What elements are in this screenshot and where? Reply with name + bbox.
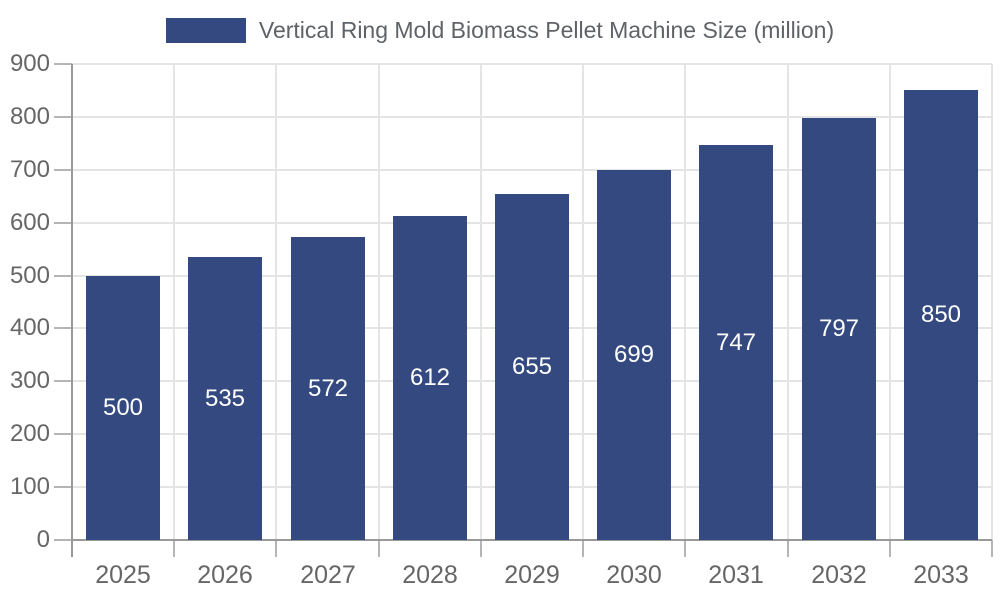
x-tick-label: 2029 <box>504 561 560 589</box>
x-tick-mark <box>480 540 482 557</box>
bar[interactable] <box>699 145 773 540</box>
gridline-v <box>480 64 482 540</box>
x-tick-label: 2027 <box>300 561 356 589</box>
y-tick-label: 900 <box>9 50 50 77</box>
bar[interactable] <box>904 90 978 540</box>
bar-value-label: 655 <box>511 353 553 380</box>
bar[interactable] <box>393 216 467 540</box>
y-tick-label: 400 <box>9 314 50 341</box>
bar-value-label: 747 <box>715 329 757 356</box>
y-tick-label: 800 <box>9 103 50 130</box>
x-tick-label: 2028 <box>402 561 458 589</box>
y-tick-label: 700 <box>9 156 50 183</box>
x-tick-mark <box>991 540 993 557</box>
y-tick-mark <box>54 327 72 329</box>
x-tick-label: 2025 <box>95 561 151 589</box>
y-tick-label: 500 <box>9 262 50 289</box>
y-tick-mark <box>54 63 72 65</box>
gridline-v <box>275 64 277 540</box>
gridline-v <box>684 64 686 540</box>
legend-swatch <box>165 17 246 43</box>
x-tick-mark <box>582 540 584 557</box>
gridline-h <box>72 63 992 65</box>
bar-value-label: 797 <box>818 315 860 342</box>
bar-value-label: 535 <box>204 385 246 412</box>
y-tick-mark <box>54 222 72 224</box>
gridline-v <box>582 64 584 540</box>
bar[interactable] <box>188 257 262 540</box>
gridline-h <box>72 169 992 171</box>
bar[interactable] <box>597 170 671 540</box>
y-tick-mark <box>54 486 72 488</box>
bar[interactable] <box>495 194 569 540</box>
y-tick-mark <box>54 169 72 171</box>
x-tick-label: 2026 <box>197 561 253 589</box>
bar-value-label: 699 <box>613 341 655 368</box>
gridline-v <box>378 64 380 540</box>
bar-value-label: 850 <box>920 301 962 328</box>
bar-value-label: 572 <box>307 375 349 402</box>
gridline-v <box>991 64 993 540</box>
gridline-h <box>72 116 992 118</box>
x-tick-label: 2030 <box>606 561 662 589</box>
x-tick-label: 2033 <box>913 561 969 589</box>
y-tick-mark <box>54 116 72 118</box>
x-tick-mark <box>684 540 686 557</box>
legend-label: Vertical Ring Mold Biomass Pellet Machin… <box>258 16 835 43</box>
x-tick-label: 2031 <box>708 561 764 589</box>
x-tick-mark <box>378 540 380 557</box>
y-tick-mark <box>54 275 72 277</box>
gridline-v <box>889 64 891 540</box>
bar-value-label: 500 <box>102 394 144 421</box>
gridline-v <box>173 64 175 540</box>
y-tick-label: 600 <box>9 209 50 236</box>
x-tick-mark <box>787 540 789 557</box>
y-tick-label: 300 <box>9 367 50 394</box>
y-tick-label: 200 <box>9 420 50 447</box>
bar-value-label: 612 <box>409 364 451 391</box>
x-tick-mark <box>173 540 175 557</box>
y-tick-mark <box>54 433 72 435</box>
bar[interactable] <box>86 276 160 540</box>
x-axis-line <box>71 539 992 541</box>
gridline-v <box>787 64 789 540</box>
legend[interactable]: Vertical Ring Mold Biomass Pellet Machin… <box>0 14 1000 46</box>
x-tick-mark <box>889 540 891 557</box>
y-tick-mark <box>54 380 72 382</box>
x-tick-mark <box>275 540 277 557</box>
y-axis-line <box>71 64 73 557</box>
y-tick-label: 100 <box>9 473 50 500</box>
bar[interactable] <box>802 118 876 540</box>
x-tick-label: 2032 <box>811 561 867 589</box>
bar[interactable] <box>291 237 365 540</box>
y-tick-mark <box>54 539 72 541</box>
y-tick-label: 0 <box>36 526 50 553</box>
